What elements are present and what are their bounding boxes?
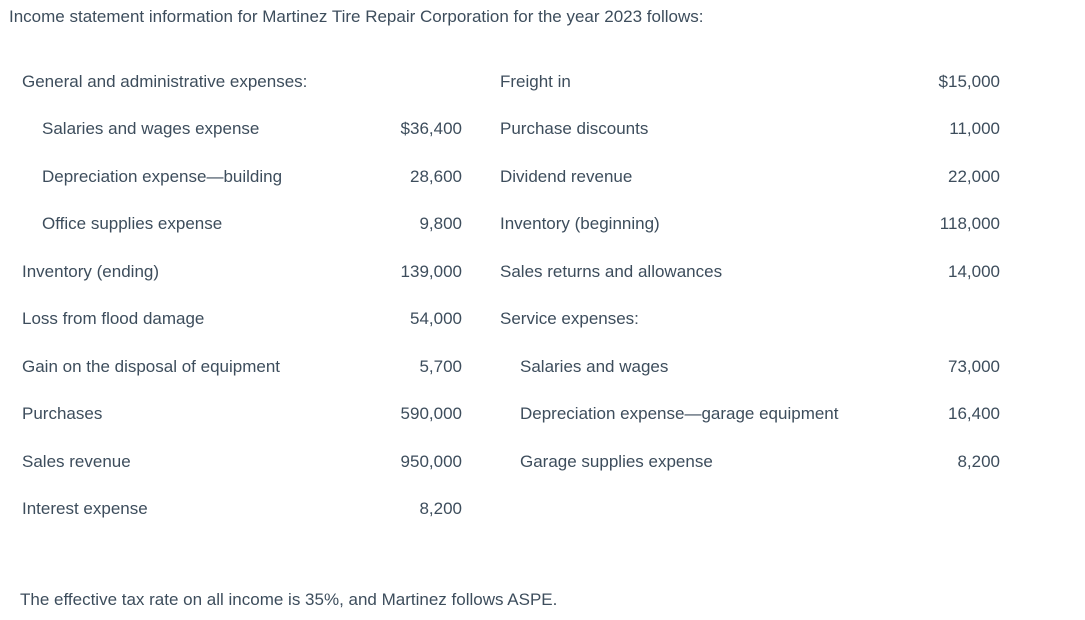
account-label: Inventory (ending): [22, 261, 160, 281]
account-label: Purchases: [22, 404, 103, 424]
left-accounts-table: General and administrative expenses: Sala…: [22, 58, 462, 533]
account-label: Garage supplies expense: [520, 451, 713, 471]
amount-value: 950,000: [400, 451, 462, 471]
account-label: Sales revenue: [22, 451, 131, 471]
amount-value: 9,800: [419, 214, 462, 234]
table-row: Loss from flood damage 54,000: [22, 296, 462, 344]
amount-value: 139,000: [400, 261, 462, 281]
account-label: Depreciation expense—garage equipment: [520, 404, 839, 424]
amount-value: 5,700: [419, 356, 462, 376]
account-label: Depreciation expense—building: [42, 166, 283, 186]
amount-value: 16,400: [948, 404, 1000, 424]
account-label: General and administrative expenses:: [22, 71, 308, 91]
table-row: Gain on the disposal of equipment 5,700: [22, 343, 462, 391]
amount-value: $36,400: [400, 119, 462, 139]
amount-value: 118,000: [939, 214, 1000, 234]
page-title: Income statement information for Martine…: [9, 7, 704, 26]
table-row: Interest expense 8,200: [22, 486, 462, 534]
table-row: Dividend revenue 22,000: [500, 153, 1000, 201]
table-row: Sales revenue 950,000: [22, 438, 462, 486]
table-row: Inventory (beginning) 118,000: [500, 201, 1000, 249]
amount-value: 8,200: [957, 451, 1000, 471]
amount-value: 14,000: [948, 261, 1000, 281]
table-row: Purchase discounts 11,000: [500, 106, 1000, 154]
income-statement-tables: General and administrative expenses: Sala…: [22, 58, 1000, 533]
right-accounts-table: Freight in $15,000 Purchase discounts 11,00…: [500, 58, 1000, 533]
table-row: General and administrative expenses:: [22, 58, 462, 106]
amount-value: 22,000: [948, 166, 1000, 186]
amount-value: 54,000: [410, 309, 462, 329]
account-label: Sales returns and allowances: [500, 261, 723, 281]
table-row: Inventory (ending) 139,000: [22, 248, 462, 296]
account-label: Gain on the disposal of equipment: [22, 356, 281, 376]
account-label: Inventory (beginning): [500, 214, 660, 234]
table-row: Depreciation expense—garage equipment 16,…: [500, 391, 1000, 439]
amount-value: 73,000: [948, 356, 1000, 376]
amount-value: $15,000: [938, 71, 1000, 91]
table-row: Sales returns and allowances 14,000: [500, 248, 1000, 296]
account-label: Interest expense: [22, 499, 148, 519]
table-row: Freight in $15,000: [500, 58, 1000, 106]
table-row: Salaries and wages expense $36,400: [22, 106, 462, 154]
table-row: Depreciation expense—building 28,600: [22, 153, 462, 201]
table-row: Office supplies expense 9,800: [22, 201, 462, 249]
amount-value: 28,600: [410, 166, 462, 186]
table-row: Purchases 590,000: [22, 391, 462, 439]
amount-value: 8,200: [419, 499, 462, 519]
account-label: Salaries and wages: [520, 356, 669, 376]
account-label: Dividend revenue: [500, 166, 633, 186]
amount-value: 590,000: [400, 404, 462, 424]
account-label: Service expenses:: [500, 309, 639, 329]
footer-note: The effective tax rate on all income is …: [20, 590, 558, 609]
table-row: Salaries and wages 73,000: [500, 343, 1000, 391]
account-label: Loss from flood damage: [22, 309, 205, 329]
amount-value: 11,000: [949, 119, 1000, 139]
account-label: Freight in: [500, 71, 571, 91]
table-row: Service expenses:: [500, 296, 1000, 344]
account-label: Office supplies expense: [42, 214, 223, 234]
account-label: Purchase discounts: [500, 119, 649, 139]
table-row: Garage supplies expense 8,200: [500, 438, 1000, 486]
account-label: Salaries and wages expense: [42, 119, 260, 139]
